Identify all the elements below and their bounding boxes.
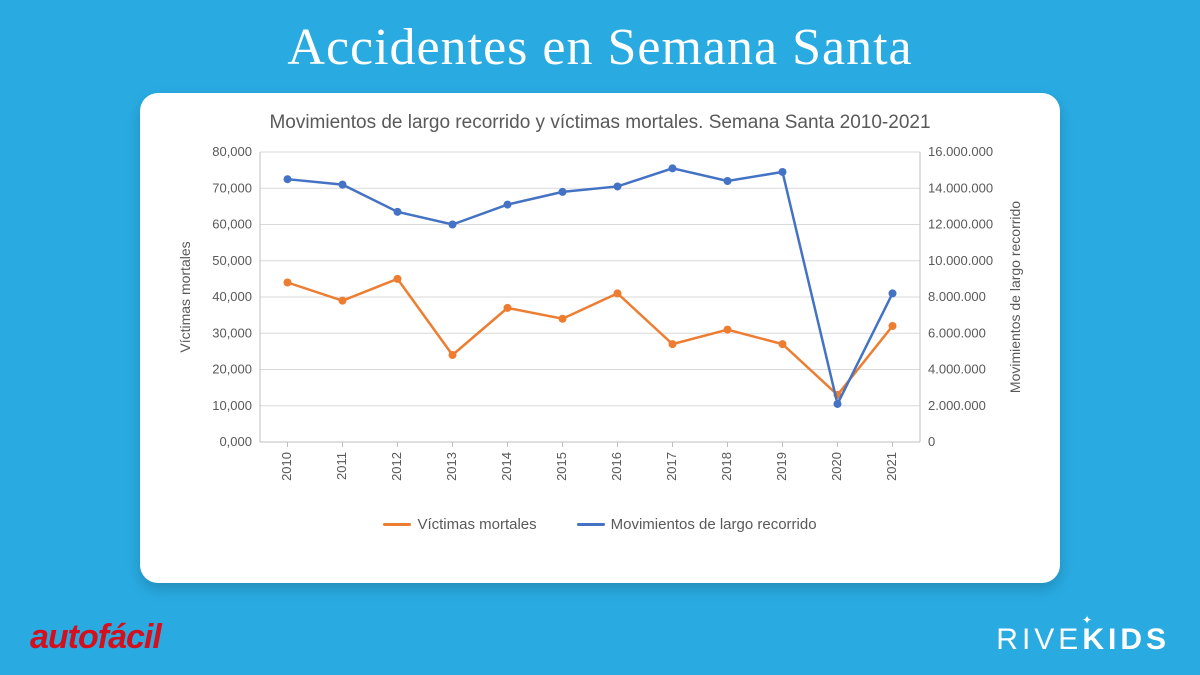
svg-text:2014: 2014 xyxy=(499,452,514,481)
logo-rivekids-a: RIVE xyxy=(996,623,1082,656)
svg-text:2011: 2011 xyxy=(334,452,349,480)
svg-text:16.000.000: 16.000.000 xyxy=(928,144,993,159)
chart-plot: 0,000 10,000 20,000 30,000 40,000 50,000 60,00… xyxy=(160,142,1040,512)
svg-text:2018: 2018 xyxy=(719,452,734,481)
svg-text:6.000.000: 6.000.000 xyxy=(928,325,986,340)
chart-svg: 0,000 10,000 20,000 30,000 40,000 50,000 60,00… xyxy=(160,142,1040,512)
svg-text:10,000: 10,000 xyxy=(212,397,252,412)
legend-item: Movimientos de largo recorrido xyxy=(577,516,817,533)
svg-text:2013: 2013 xyxy=(444,452,459,481)
svg-text:2010: 2010 xyxy=(279,452,294,481)
svg-text:0: 0 xyxy=(928,434,935,449)
chart-card: Movimientos de largo recorrido y víctima… xyxy=(140,93,1060,583)
svg-text:2016: 2016 xyxy=(609,452,624,481)
chart-title: Movimientos de largo recorrido y víctima… xyxy=(160,111,1040,142)
svg-text:60,000: 60,000 xyxy=(212,216,252,231)
svg-text:Víctimas mortales: Víctimas mortales xyxy=(177,241,193,352)
logo-autofacil-b: fácil xyxy=(98,618,161,656)
svg-text:50,000: 50,000 xyxy=(212,252,252,267)
legend-label: Víctimas mortales xyxy=(417,516,536,533)
logo-rivekids-b: KIDS xyxy=(1082,623,1170,656)
svg-text:Movimientos de largo recorrido: Movimientos de largo recorrido xyxy=(1007,200,1023,392)
svg-text:2021: 2021 xyxy=(884,452,899,481)
logo-rivekids: RIVEKIDS xyxy=(996,623,1170,657)
svg-text:0,000: 0,000 xyxy=(219,434,252,449)
svg-text:2012: 2012 xyxy=(389,452,404,481)
svg-text:20,000: 20,000 xyxy=(212,361,252,376)
svg-text:2019: 2019 xyxy=(774,452,789,481)
svg-text:12.000.000: 12.000.000 xyxy=(928,216,993,231)
legend-swatch xyxy=(577,523,605,526)
svg-text:30,000: 30,000 xyxy=(212,325,252,340)
svg-text:2020: 2020 xyxy=(829,452,844,481)
svg-text:4.000.000: 4.000.000 xyxy=(928,361,986,376)
svg-text:80,000: 80,000 xyxy=(212,144,252,159)
chart-legend: Víctimas mortales Movimientos de largo re… xyxy=(160,512,1040,533)
svg-text:40,000: 40,000 xyxy=(212,289,252,304)
svg-text:10.000.000: 10.000.000 xyxy=(928,252,993,267)
legend-item: Víctimas mortales xyxy=(383,516,536,533)
svg-text:70,000: 70,000 xyxy=(212,180,252,195)
logo-autofacil: autofácil xyxy=(30,618,161,657)
svg-text:2.000.000: 2.000.000 xyxy=(928,397,986,412)
svg-text:2017: 2017 xyxy=(664,452,679,481)
page-title: Accidentes en Semana Santa xyxy=(0,0,1200,85)
svg-text:14.000.000: 14.000.000 xyxy=(928,180,993,195)
svg-text:8.000.000: 8.000.000 xyxy=(928,289,986,304)
legend-label: Movimientos de largo recorrido xyxy=(611,516,817,533)
svg-text:2015: 2015 xyxy=(554,452,569,481)
logo-autofacil-a: auto xyxy=(30,618,98,656)
legend-swatch xyxy=(383,523,411,526)
